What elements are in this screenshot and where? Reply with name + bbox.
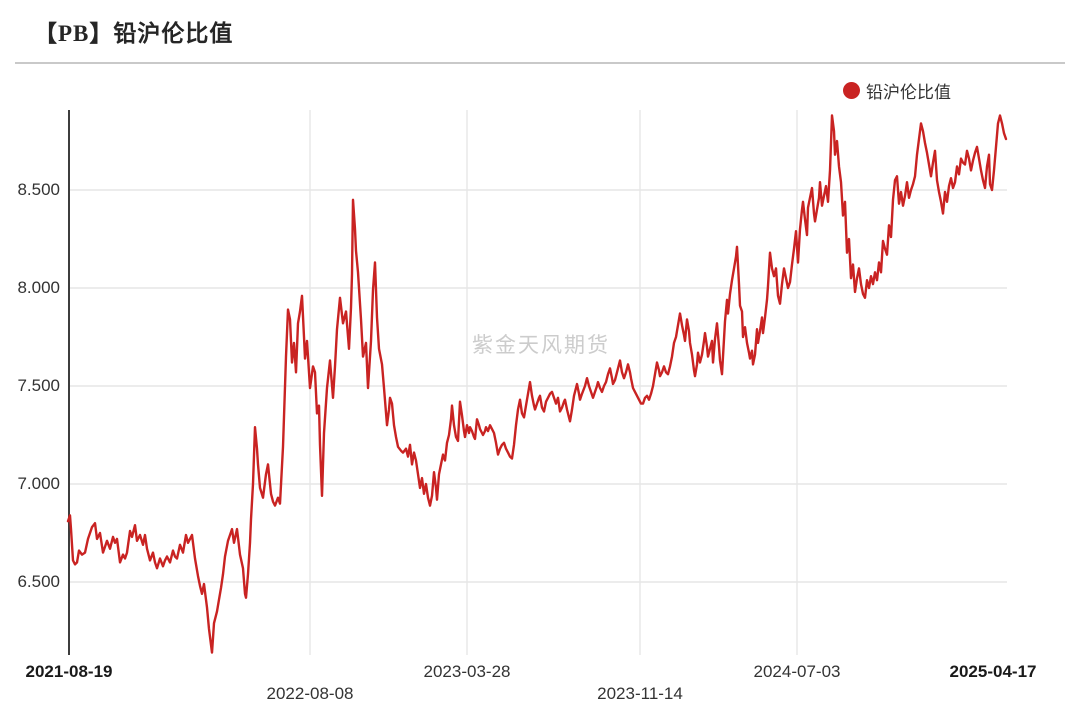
- legend-dot-icon: [843, 82, 860, 99]
- legend-label: 铅沪伦比值: [866, 83, 951, 102]
- y-axis-label: 6.500: [17, 572, 60, 591]
- title-separator: [15, 62, 1065, 64]
- x-axis-label: 2023-03-28: [423, 662, 511, 681]
- series-line: [66, 114, 1008, 654]
- legend-item[interactable]: 铅沪伦比值: [843, 78, 951, 103]
- y-axis-label: 7.500: [17, 376, 60, 395]
- x-axis-label: 2021-08-19: [25, 662, 113, 681]
- y-axis-label: 8.500: [17, 180, 60, 199]
- x-axis-label: 2023-11-14: [597, 684, 683, 703]
- y-axis-label: 7.000: [17, 474, 60, 493]
- horizontal-gridlines: [69, 189, 1007, 583]
- page-title: 【PB】铅沪伦比值: [34, 21, 234, 46]
- x-axis-label: 2025-04-17: [949, 662, 1037, 681]
- y-axis-label: 8.000: [17, 278, 60, 297]
- x-axis-label: 2022-08-08: [266, 684, 354, 703]
- watermark-text: 紫金天风期货: [472, 334, 610, 357]
- x-axis-label: 2024-07-03: [753, 662, 841, 681]
